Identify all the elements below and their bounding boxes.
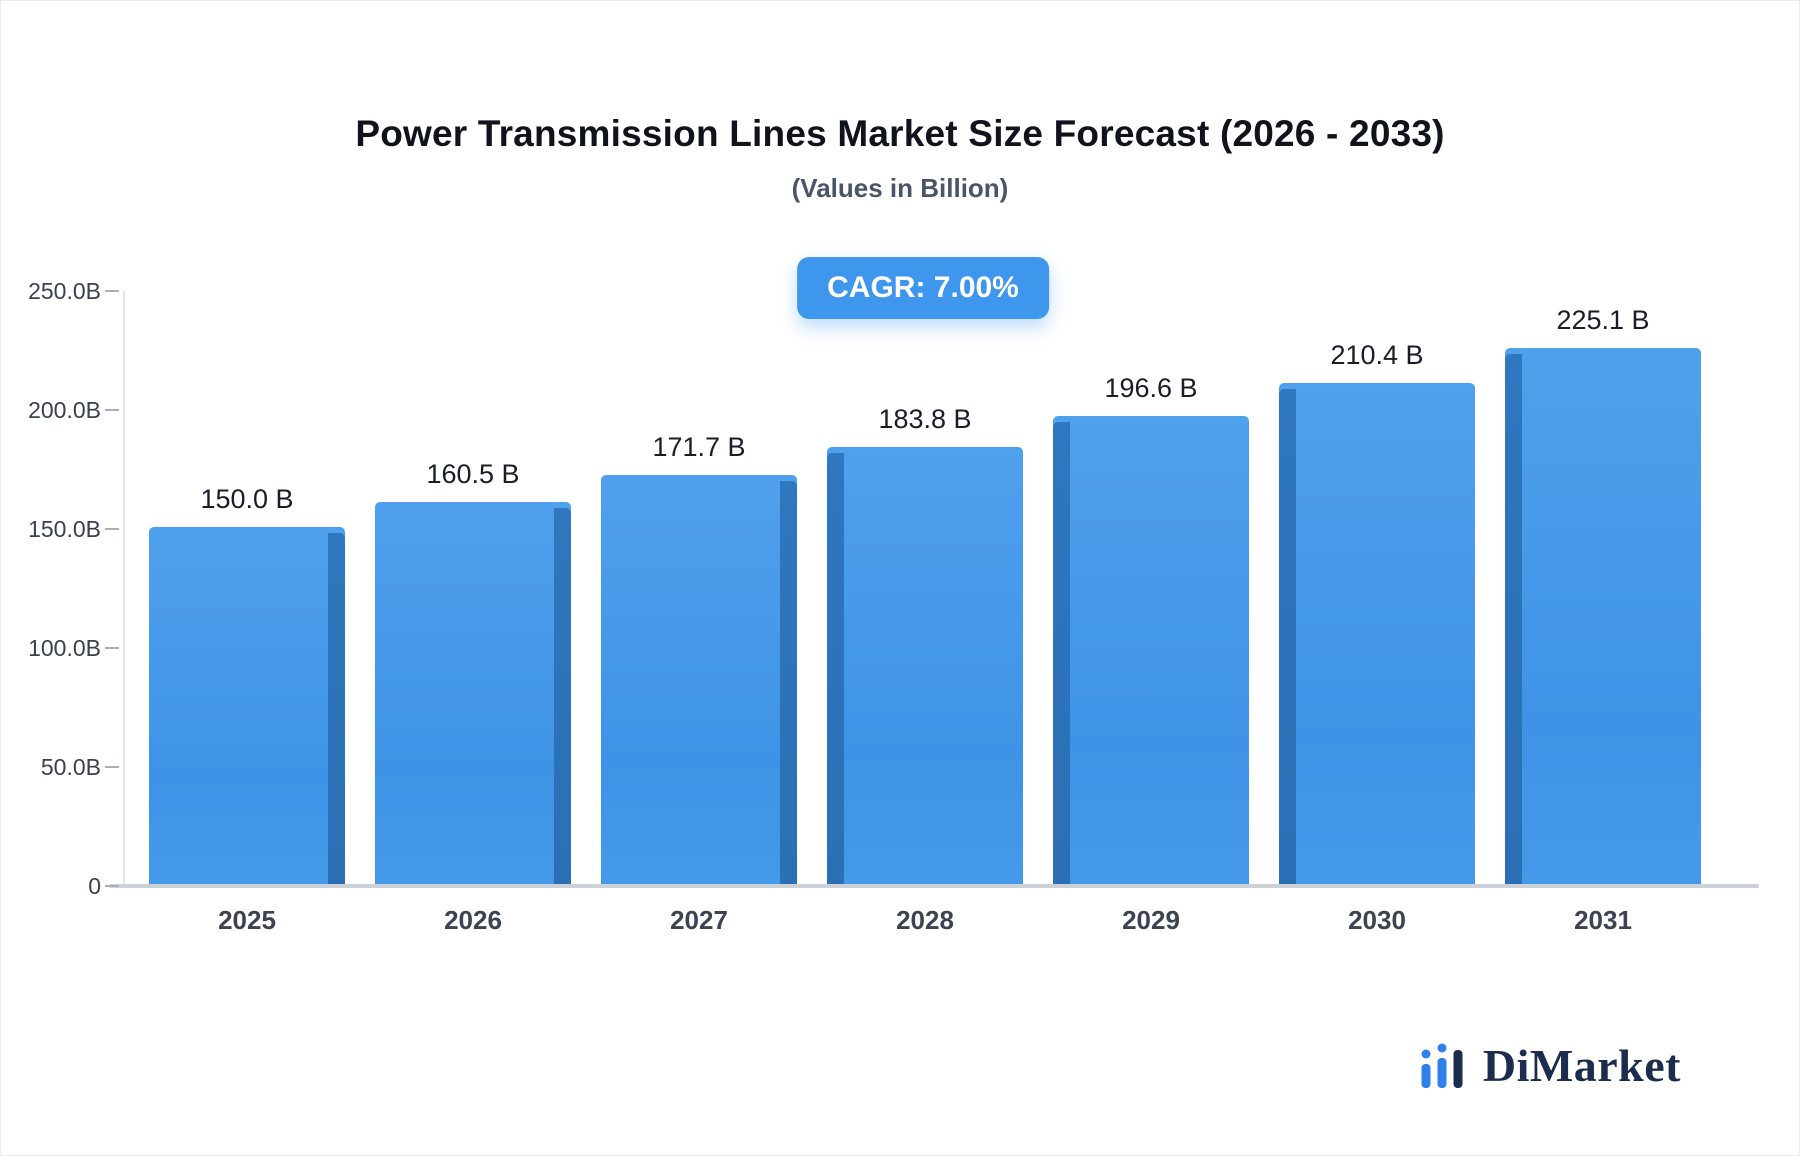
x-axis-label: 2030 bbox=[1348, 905, 1406, 935]
bar bbox=[1505, 348, 1701, 884]
bar-value-label: 210.4 B bbox=[1330, 340, 1424, 371]
bar-value-label: 171.7 B bbox=[652, 432, 746, 463]
y-axis-label: 0 bbox=[88, 873, 101, 899]
bar bbox=[375, 502, 571, 884]
bar-value-label: 225.1 B bbox=[1556, 305, 1650, 336]
x-axis-label: 2025 bbox=[218, 905, 276, 935]
chart-subtitle: (Values in Billion) bbox=[791, 173, 1009, 203]
logo-text: DiMarket bbox=[1482, 1040, 1681, 1091]
dimarket-logo: DiMarket bbox=[1417, 1039, 1681, 1092]
cagr-badge: CAGR: 7.00% bbox=[797, 257, 1049, 319]
bar bbox=[149, 527, 345, 884]
x-axis-label: 2029 bbox=[1122, 905, 1180, 935]
y-axis-label: 50.0B bbox=[40, 754, 101, 780]
y-tick bbox=[105, 766, 119, 768]
x-axis-label: 2027 bbox=[670, 905, 728, 935]
y-axis-label: 150.0B bbox=[28, 516, 101, 542]
bar-chart-logo-icon bbox=[1417, 1040, 1469, 1092]
x-axis-label: 2031 bbox=[1574, 905, 1632, 935]
y-tick bbox=[105, 528, 119, 530]
y-axis-label: 250.0B bbox=[28, 278, 101, 304]
y-axis-label: 100.0B bbox=[28, 635, 101, 661]
bar-value-label: 160.5 B bbox=[426, 459, 520, 489]
bar bbox=[1053, 416, 1249, 884]
x-axis-label: 2028 bbox=[896, 905, 954, 935]
y-tick bbox=[105, 290, 119, 292]
y-tick bbox=[105, 647, 119, 649]
y-tick bbox=[105, 409, 119, 411]
bar-value-label: 183.8 B bbox=[878, 403, 972, 434]
bar-value-label: 196.6 B bbox=[1104, 373, 1198, 404]
bar bbox=[827, 447, 1023, 884]
x-axis-baseline bbox=[109, 884, 1759, 888]
x-axis-label: 2026 bbox=[444, 905, 502, 935]
bar bbox=[601, 475, 797, 884]
y-axis-line bbox=[123, 291, 125, 886]
y-axis-label: 200.0B bbox=[28, 397, 101, 423]
bar-value-label: 150.0 B bbox=[200, 484, 294, 514]
bar bbox=[1279, 383, 1475, 884]
chart-title: Power Transmission Lines Market Size For… bbox=[355, 113, 1445, 154]
y-tick bbox=[105, 885, 119, 887]
